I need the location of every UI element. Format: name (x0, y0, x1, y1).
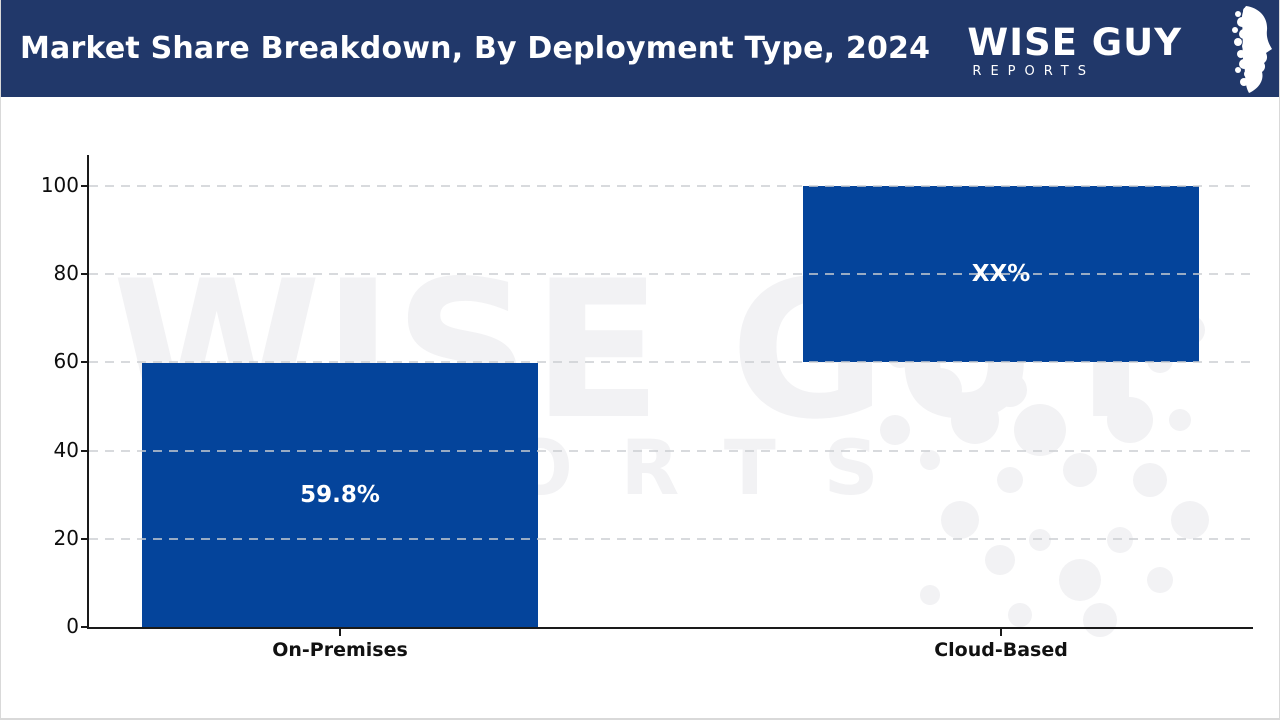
bar-on-premises: 59.8% (142, 363, 538, 627)
y-tick-mark (81, 185, 88, 187)
y-tick-mark (81, 537, 88, 540)
x-axis-line (87, 627, 1253, 629)
x-tick-mark (339, 629, 341, 636)
y-tick-mark (81, 449, 88, 452)
bar-value-label: 59.8% (300, 482, 380, 509)
y-tick-label: 100 (40, 173, 79, 197)
gridline (89, 273, 1253, 276)
logo-subtitle: REPORTS (972, 64, 1096, 79)
y-axis-line (87, 155, 89, 629)
gridline (89, 449, 1253, 452)
chart-header: Market Share Breakdown, By Deployment Ty… (0, 0, 1280, 97)
gridline (89, 537, 1253, 540)
wiseguy-face-icon (1232, 6, 1272, 93)
gridline (89, 185, 1253, 187)
y-tick-mark (81, 273, 88, 276)
chart-title: Market Share Breakdown, By Deployment Ty… (20, 31, 931, 66)
logo-text: WISE GUY REPORTS (967, 24, 1182, 79)
y-tick-label: 80 (53, 261, 79, 286)
wiseguy-logo: WISE GUY REPORTS (967, 4, 1274, 96)
x-category-label: On-Premises (272, 639, 408, 661)
gridline (89, 361, 1253, 364)
y-tick-mark (81, 626, 88, 628)
y-tick-label: 60 (53, 349, 79, 374)
y-tick-mark (81, 361, 88, 364)
x-category-label: Cloud-Based (934, 639, 1068, 661)
logo-wordmark: WISE GUY (967, 21, 1182, 64)
y-tick-label: 0 (66, 614, 79, 638)
x-tick-mark (1000, 629, 1002, 636)
y-tick-label: 20 (53, 525, 79, 550)
y-tick-label: 40 (53, 437, 79, 462)
